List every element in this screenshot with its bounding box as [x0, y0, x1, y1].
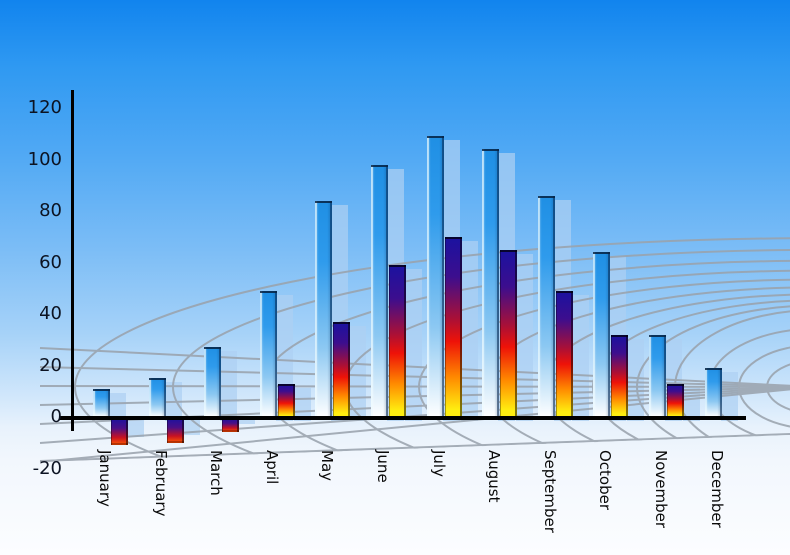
grid-lower-boundary [39, 433, 790, 462]
y-tick-100: 100 [27, 148, 62, 170]
grid-fan-line [39, 386, 790, 462]
y-axis-line [71, 90, 74, 431]
bar-january-low [111, 418, 128, 446]
shadow-january-high [109, 392, 126, 421]
shadow-september-low [571, 294, 589, 421]
bar-april-high [259, 290, 277, 417]
month-label-may: May [318, 450, 337, 482]
month-label-february: February [151, 450, 170, 517]
bar-february-high [148, 378, 166, 417]
bar-november-high [649, 334, 666, 417]
bar-may-low [333, 321, 351, 417]
month-label-january: January [96, 450, 114, 507]
month-label-april: April [262, 450, 281, 485]
month-label-october: October [596, 450, 615, 511]
bar-april-low [277, 383, 295, 417]
shadow-june-low [405, 269, 422, 421]
bar-may-high [315, 200, 333, 417]
bar-june-low [389, 265, 406, 417]
bar-june-high [371, 164, 388, 417]
month-label-november: November [652, 450, 670, 529]
y-tick-60: 60 [39, 251, 62, 273]
shadow-january-low [127, 418, 144, 438]
bar-february-low [166, 418, 184, 443]
y-tick-20: 20 [39, 354, 62, 376]
month-label-december: December [707, 450, 726, 528]
month-label-september: September [540, 450, 559, 533]
bar-august-high [482, 149, 500, 417]
month-label-june: June [374, 450, 392, 483]
y-tick-0: 0 [50, 406, 62, 427]
y-tick-120: 120 [27, 97, 62, 118]
month-label-july: July [429, 450, 448, 477]
month-label-march: March [207, 450, 226, 496]
y-tick-40: 40 [39, 303, 62, 324]
y-tick-80: 80 [39, 200, 62, 221]
bar-october-low [611, 334, 629, 417]
bar-january-high [93, 388, 110, 417]
bar-december-high [704, 368, 722, 417]
bar-september-high [537, 195, 555, 417]
month-label-august: August [485, 450, 504, 503]
bar-july-high [426, 136, 444, 417]
bar-september-low [555, 290, 573, 417]
bar-october-high [593, 252, 611, 417]
shadow-july-low [460, 240, 478, 421]
bar-march-low [222, 418, 240, 433]
bar-august-low [500, 249, 518, 417]
x-axis-line [59, 416, 746, 420]
bar-march-high [204, 347, 222, 417]
bar-july-low [444, 236, 462, 417]
bar-november-low [667, 383, 684, 417]
y-tick--20: -20 [32, 457, 62, 479]
shadow-march-low [238, 418, 256, 425]
